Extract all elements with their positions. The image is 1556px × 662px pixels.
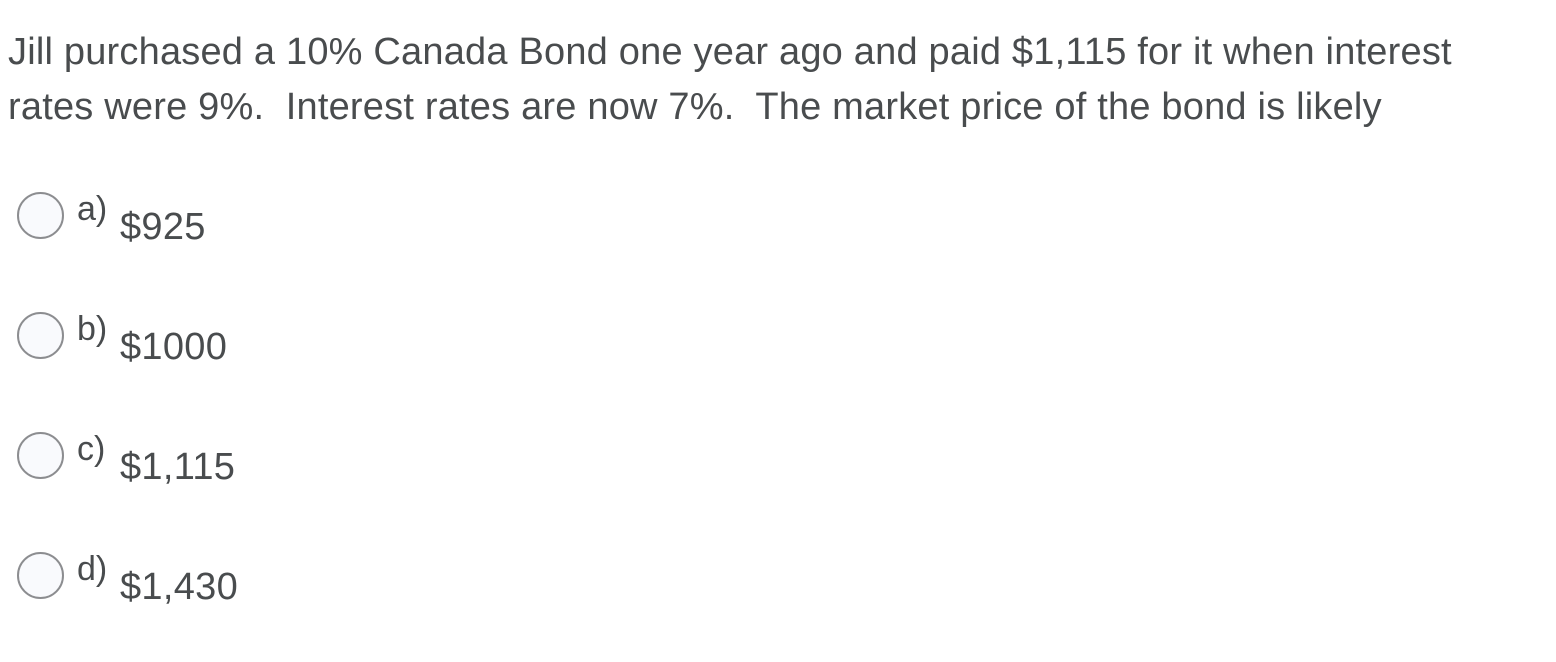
option-answer-a[interactable]: $925 [120,206,206,248]
option-row-d: d) $1,430 [17,550,1556,606]
radio-button-d[interactable] [17,552,64,599]
radio-button-a[interactable] [17,192,64,239]
option-answer-d[interactable]: $1,430 [120,566,239,608]
option-answer-c[interactable]: $1,115 [120,446,236,488]
option-letter-a: a) [77,190,108,228]
option-letter-d: d) [77,550,108,588]
option-row-c: c) $1,115 [17,430,1556,486]
option-answer-b[interactable]: $1000 [120,326,228,368]
option-letter-b: b) [77,310,108,348]
option-letter-c: c) [77,430,106,468]
option-row-a: a) $925 [17,190,1556,246]
question-text: Jill purchased a 10% Canada Bond one yea… [8,31,1452,128]
radio-button-c[interactable] [17,432,64,479]
option-row-b: b) $1000 [17,310,1556,366]
options-list: a) $925 b) $1000 c) $1,115 d) $1,430 [17,190,1556,606]
radio-button-b[interactable] [17,312,64,359]
